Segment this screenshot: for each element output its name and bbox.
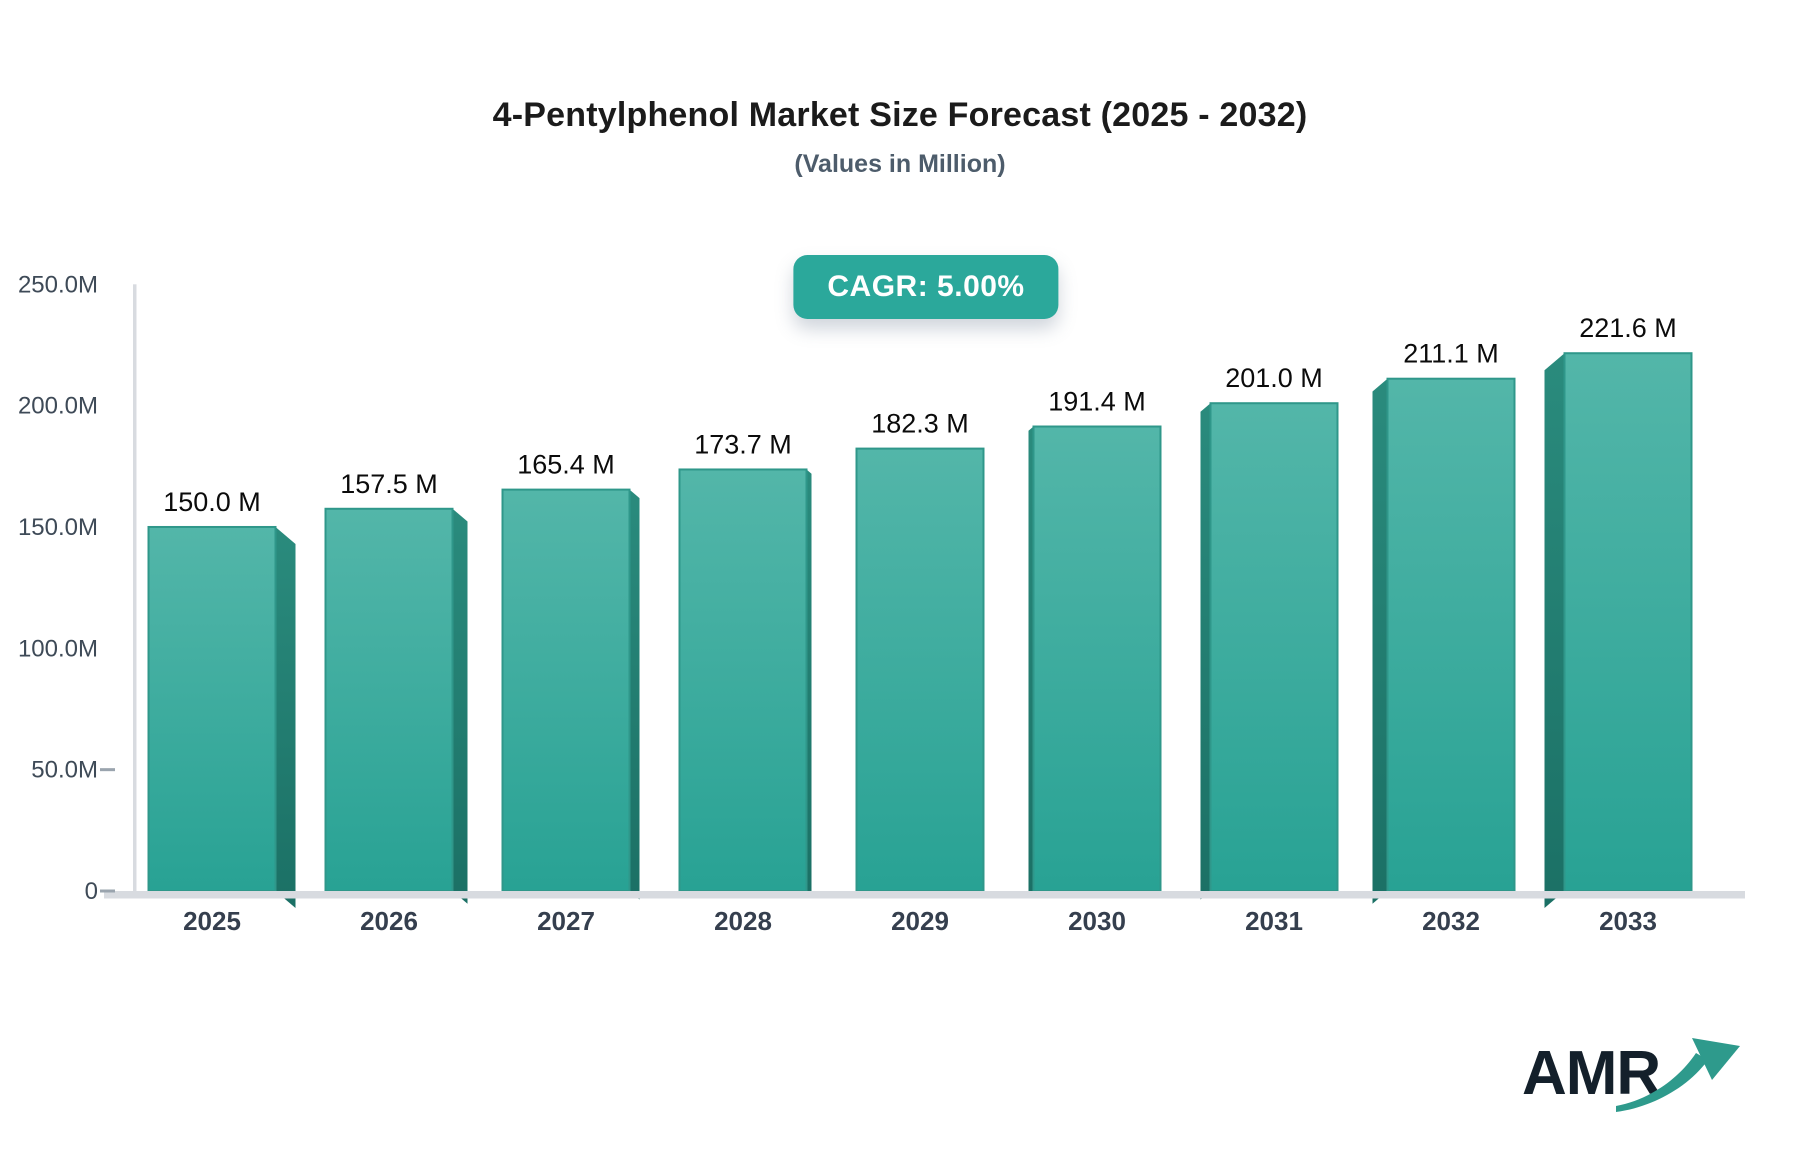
- bar-value-label: 211.1 M: [1403, 339, 1499, 369]
- axis-tick: [100, 889, 115, 893]
- bar-front-face: [1563, 352, 1693, 892]
- x-axis-label: 2030: [1068, 906, 1126, 936]
- bar-side-face: [1372, 378, 1388, 904]
- bar-front-face: [678, 468, 808, 892]
- bar-front-face: [147, 525, 277, 892]
- y-axis-label: 250.0M: [18, 271, 98, 298]
- amr-logo: AMR: [1522, 1032, 1752, 1122]
- x-axis-label: 2033: [1599, 906, 1657, 936]
- bar-2027: [501, 488, 640, 900]
- bar-front-face: [1032, 425, 1162, 892]
- bar-2026: [324, 507, 468, 904]
- bar-2033: [1544, 352, 1693, 908]
- bar-side-face: [452, 508, 468, 904]
- chart-title: 4-Pentylphenol Market Size Forecast (202…: [492, 96, 1308, 134]
- bar-2025: [147, 525, 296, 908]
- y-axis-line: [133, 284, 137, 891]
- y-axis-label: 100.0M: [18, 635, 98, 662]
- bar-value-label: 150.0 M: [163, 487, 261, 517]
- bar-2029: [855, 447, 985, 892]
- chart-subtitle: (Values in Million): [794, 150, 1006, 178]
- bar-value-label: 201.0 M: [1225, 363, 1323, 393]
- bar-value-label: 182.3 M: [871, 409, 969, 439]
- bar-value-label: 191.4 M: [1048, 387, 1146, 417]
- amr-logo-text: AMR: [1522, 1039, 1661, 1108]
- bar-2030: [1028, 425, 1162, 896]
- bar-front-face: [1386, 377, 1516, 892]
- y-axis-label: 0: [85, 878, 98, 905]
- bar-2031: [1200, 402, 1339, 900]
- x-axis-label: 2025: [183, 906, 241, 936]
- bar-side-face: [1544, 353, 1565, 908]
- bar-value-label: 165.4 M: [517, 450, 615, 480]
- bar-side-face: [1028, 426, 1034, 896]
- x-axis-label: 2029: [891, 906, 949, 936]
- bar-side-face: [629, 489, 640, 900]
- axis-tick: [100, 768, 115, 772]
- y-axis-label: 150.0M: [18, 514, 98, 541]
- bar-side-face: [806, 469, 812, 896]
- bar-value-label: 157.5 M: [340, 469, 438, 499]
- bar-side-face: [275, 526, 296, 908]
- x-axis-label: 2031: [1245, 906, 1303, 936]
- bar-front-face: [1209, 402, 1339, 892]
- bar-side-face: [1200, 403, 1211, 900]
- bar-front-face: [855, 447, 985, 892]
- x-axis-label: 2027: [537, 906, 595, 936]
- x-axis-label: 2032: [1422, 906, 1480, 936]
- x-axis-label: 2026: [360, 906, 418, 936]
- bar-front-face: [324, 507, 454, 892]
- bar-value-label: 221.6 M: [1579, 313, 1677, 343]
- y-axis-label: 200.0M: [18, 393, 98, 420]
- growth-arrow-icon: [1616, 1038, 1740, 1112]
- cagr-badge: CAGR: 5.00%: [793, 255, 1059, 319]
- bar-2028: [678, 468, 812, 896]
- y-axis-label: 50.0M: [31, 757, 98, 784]
- x-axis-line: [104, 891, 1745, 899]
- bar-2032: [1372, 377, 1516, 904]
- bar-value-label: 173.7 M: [694, 429, 792, 459]
- x-axis-label: 2028: [714, 906, 772, 936]
- bar-front-face: [501, 488, 631, 892]
